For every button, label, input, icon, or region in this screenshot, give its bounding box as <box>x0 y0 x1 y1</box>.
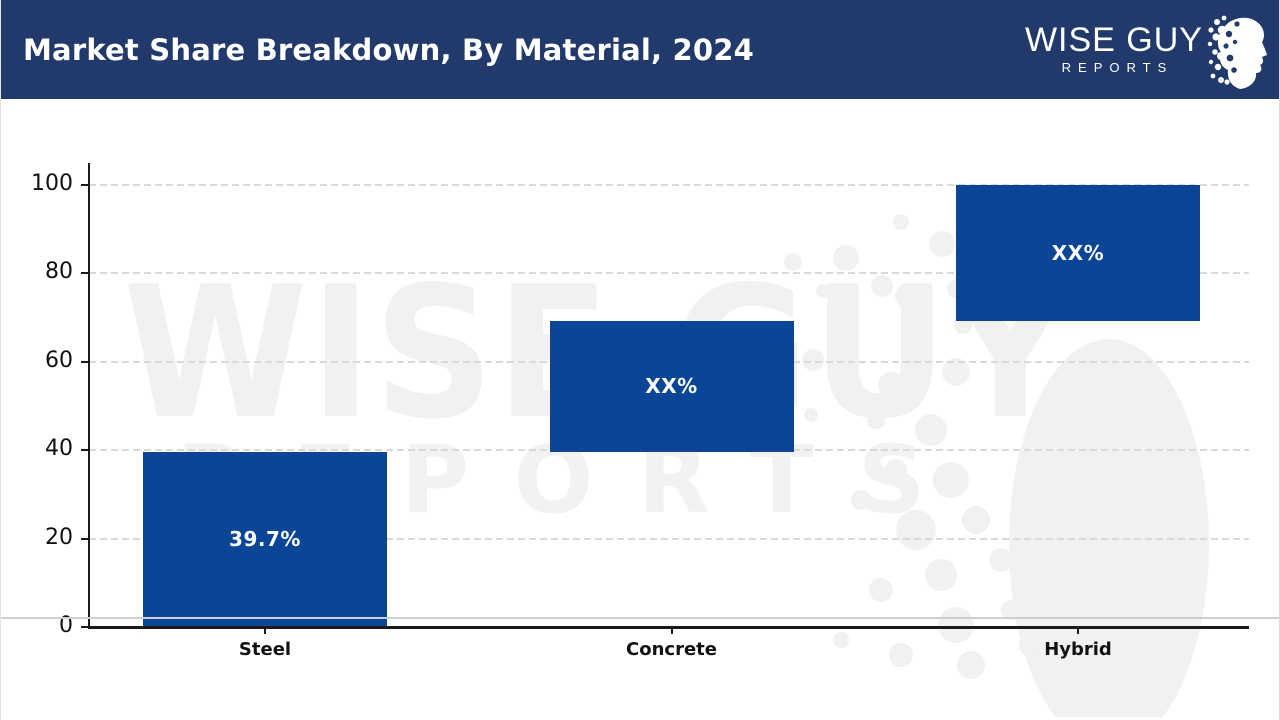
x-axis-line <box>88 626 1249 629</box>
page-title: Market Share Breakdown, By Material, 202… <box>23 33 755 67</box>
y-tick-mark-0 <box>81 626 89 628</box>
x-tick-label-concrete: Concrete <box>626 639 717 660</box>
bar-steel: 39.7% <box>143 451 387 627</box>
x-tick-mark-steel <box>264 627 266 634</box>
bar-concrete: XX% <box>549 321 794 452</box>
logo-text: WISE GUY REPORTS <box>1025 22 1203 75</box>
y-tick-mark-100 <box>81 184 89 186</box>
y-tick-mark-60 <box>81 360 89 363</box>
x-tick-mark-concrete <box>670 627 673 634</box>
y-tick-mark-40 <box>81 449 89 452</box>
y-tick-label-20: 20 <box>45 524 73 550</box>
header: Market Share Breakdown, By Material, 202… <box>1 0 1279 99</box>
x-tick-label-steel: Steel <box>238 639 292 660</box>
bar-value-label: XX% <box>645 374 698 399</box>
chart-canvas: WISE GUY REPORTS 0 20 40 60 80 100 39.7% XX% XX… <box>1 99 1279 717</box>
page-bottom-border <box>1 617 1279 619</box>
bar-value-label: XX% <box>1051 241 1105 266</box>
y-tick-label-80: 80 <box>45 259 73 285</box>
gridline-20 <box>89 537 1249 540</box>
y-axis-line <box>88 163 90 629</box>
gridline-80 <box>89 272 1249 275</box>
bar-value-label: 39.7% <box>229 527 301 552</box>
logo-subtext: REPORTS <box>1061 60 1174 75</box>
bar-hybrid: XX% <box>956 185 1200 322</box>
y-tick-mark-80 <box>81 272 89 275</box>
x-tick-label-hybrid: Hybrid <box>1044 639 1112 660</box>
wiseguy-logo: WISE GUY REPORTS <box>1025 8 1271 92</box>
y-tick-mark-20 <box>81 537 89 540</box>
logo-head-icon <box>1207 15 1267 90</box>
gridline-100 <box>89 184 1249 186</box>
y-tick-label-100: 100 <box>31 171 73 196</box>
logo-wordmark: WISE GUY <box>1024 21 1203 59</box>
y-tick-label-60: 60 <box>45 347 73 373</box>
y-tick-label-40: 40 <box>45 436 73 462</box>
y-tick-label-0: 0 <box>59 613 73 638</box>
